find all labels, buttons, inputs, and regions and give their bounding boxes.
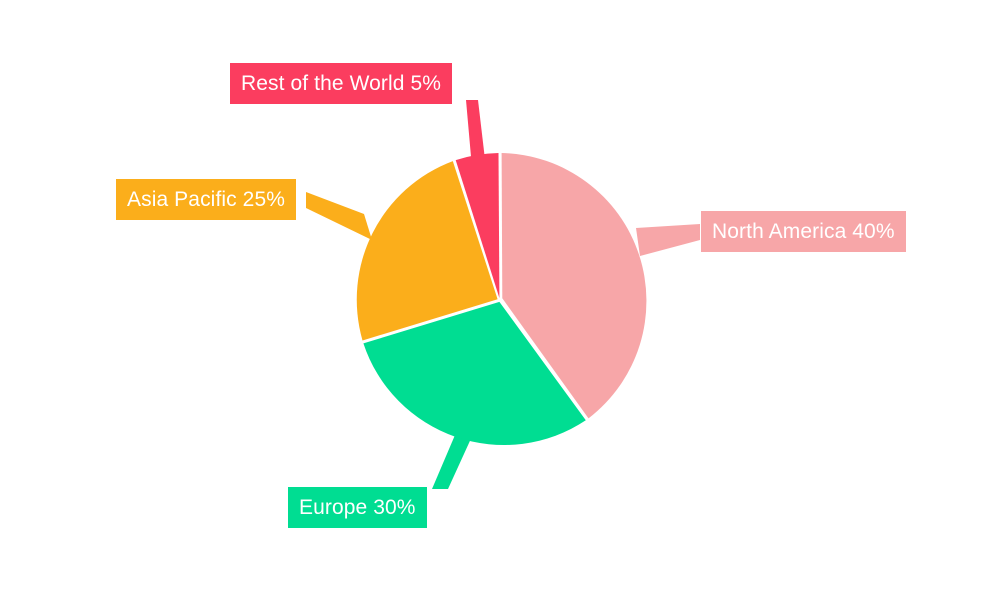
pie-label-asia-pacific[interactable]: Asia Pacific 25% (116, 179, 297, 220)
pie-label-europe[interactable]: Europe 30% (288, 487, 427, 528)
pie-label-asia-pacific-text: Asia Pacific 25% (127, 188, 286, 211)
leader-line-north-america (636, 224, 700, 256)
pie-slice-europe[interactable] (363, 301, 586, 446)
pie-wedges-group (356, 153, 647, 446)
leader-line-europe (432, 428, 474, 489)
leader-line-asia-pacific (306, 192, 372, 240)
leader-line-rest-of-world (466, 100, 486, 168)
pie-label-north-america-text: North America 40% (712, 220, 895, 243)
pie-label-rest-of-the-world[interactable]: Rest of the World 5% (230, 63, 453, 104)
pie-label-north-america[interactable]: North America 40% (701, 211, 906, 252)
pie-label-europe-text: Europe 30% (299, 496, 416, 519)
pie-slice-asia-pacific[interactable] (356, 161, 498, 341)
pie-slice-rest-of-the-world[interactable] (455, 153, 500, 298)
pie-label-rest-of-the-world-text: Rest of the World 5% (241, 72, 442, 95)
pie-slice-north-america[interactable] (501, 153, 647, 419)
leader-lines-group (306, 100, 700, 489)
